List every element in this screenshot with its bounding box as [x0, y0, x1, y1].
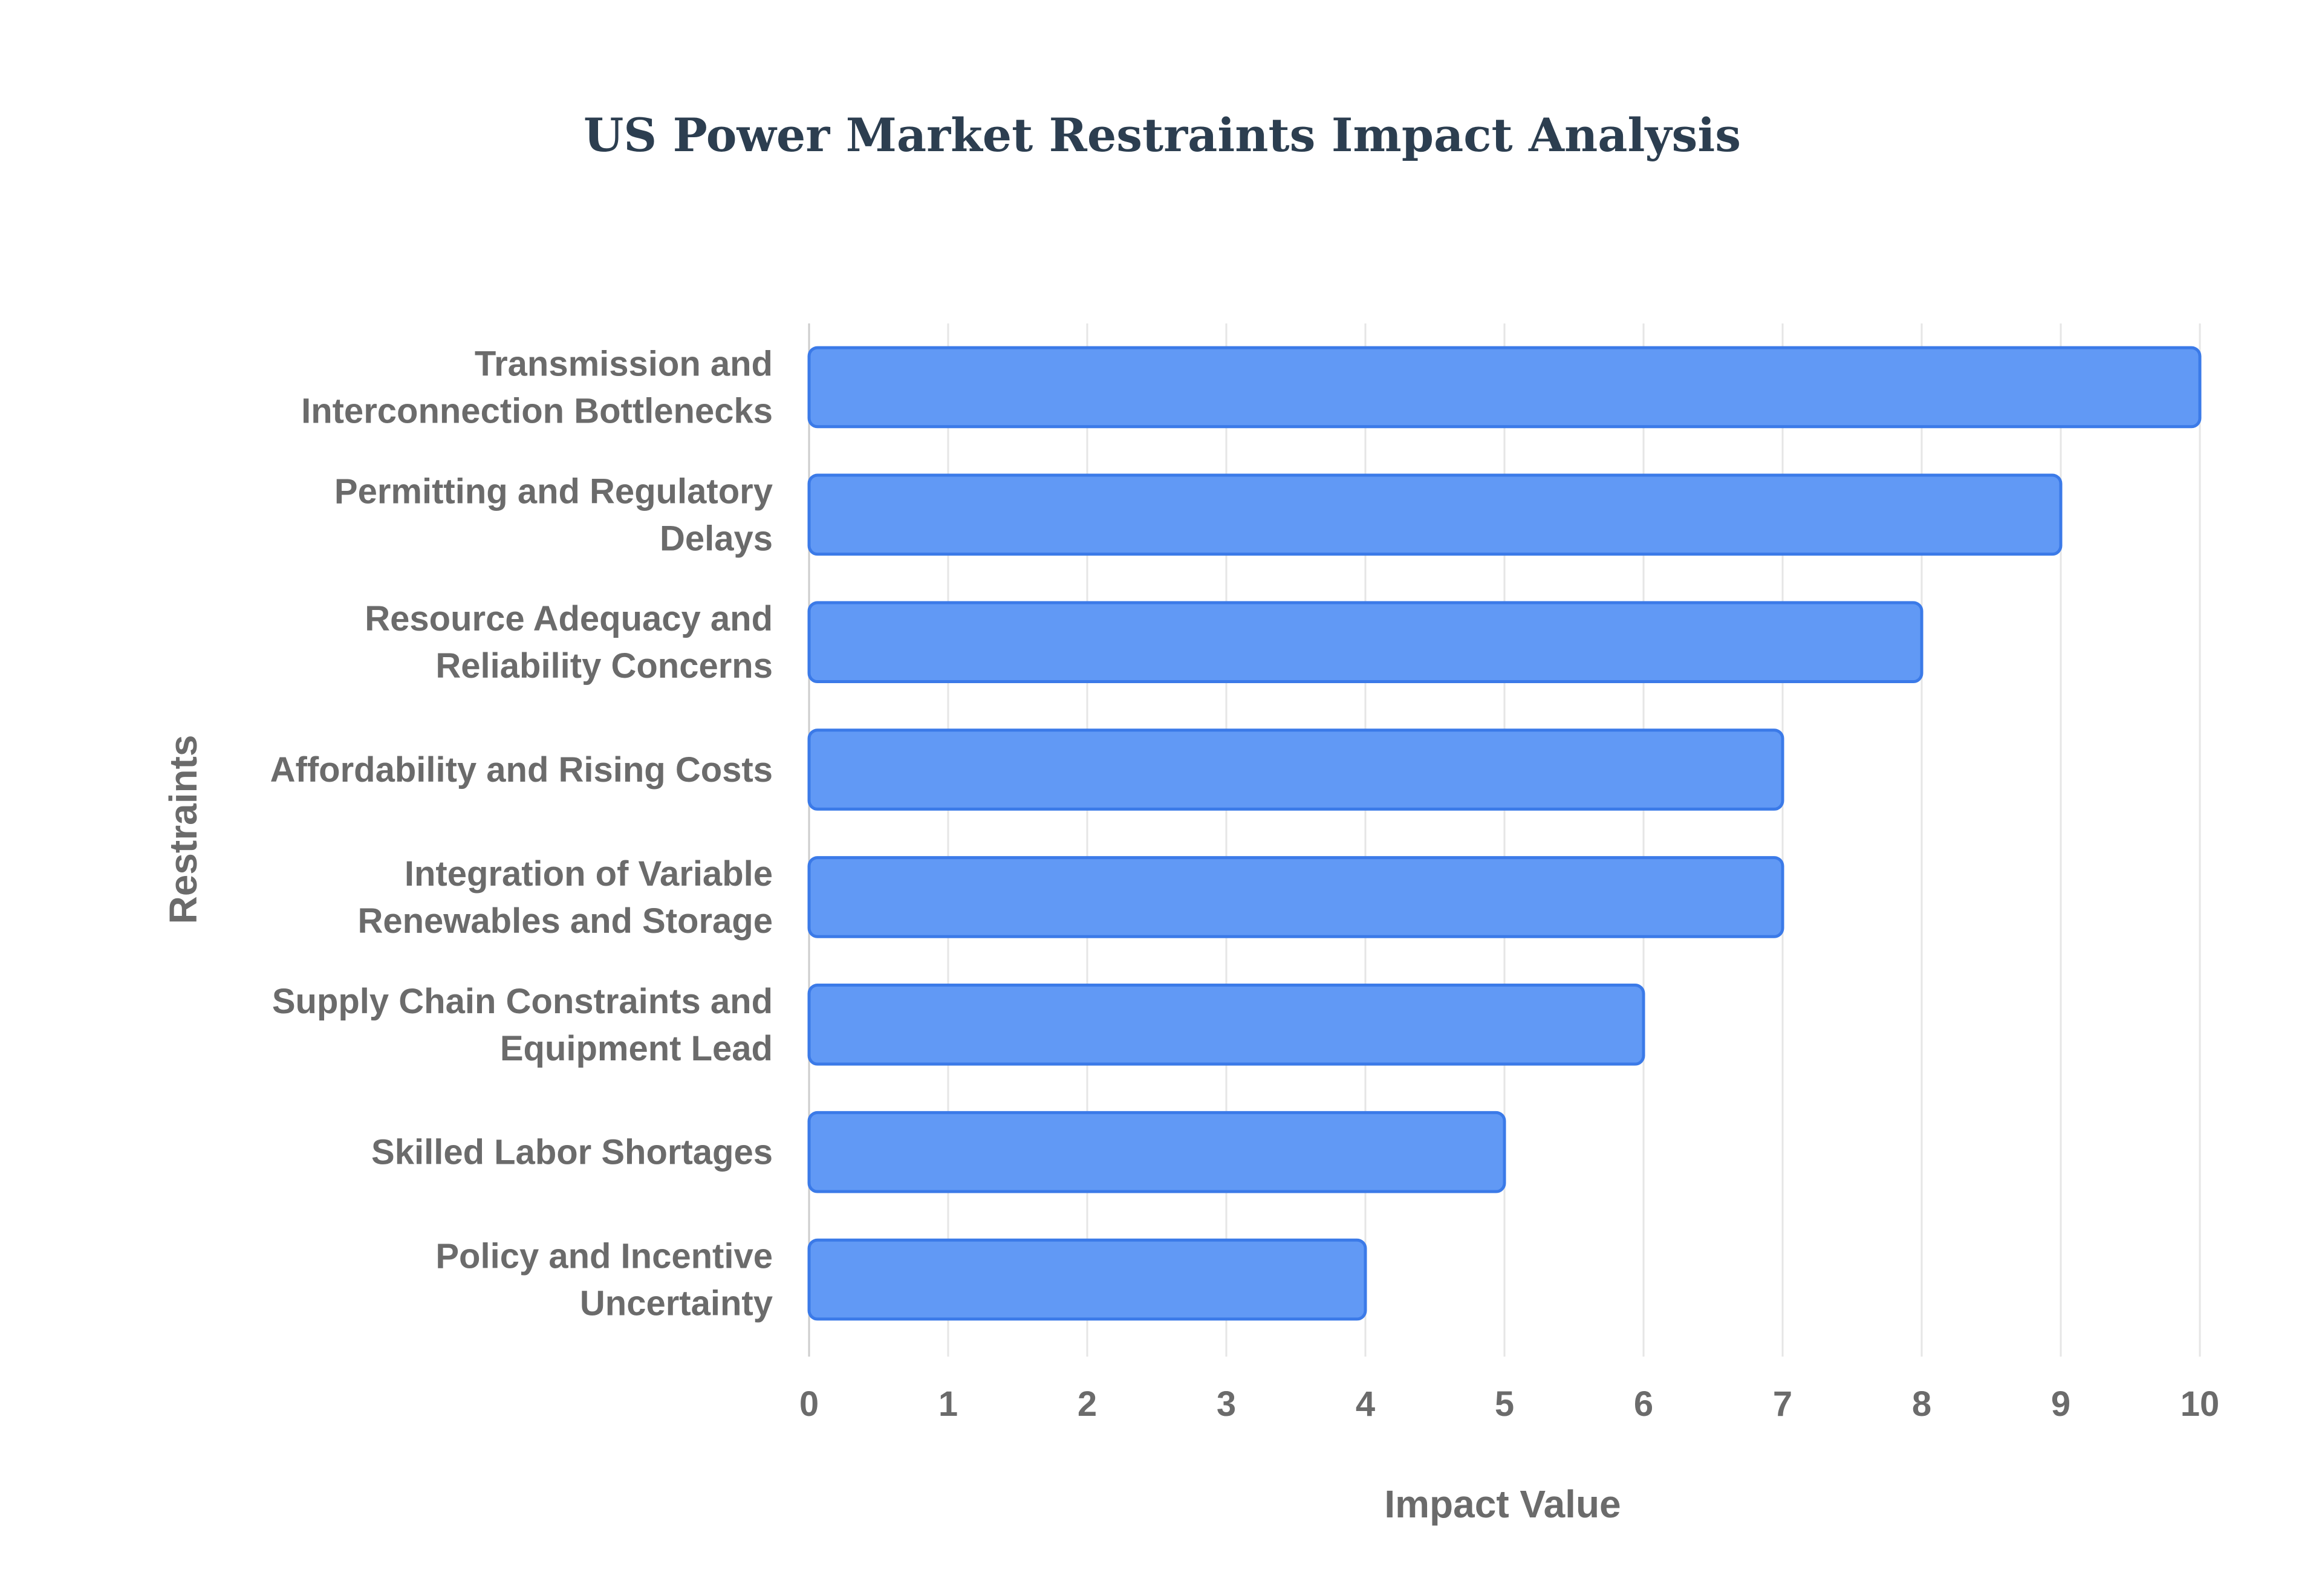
y-axis-title: Restraints	[161, 735, 205, 924]
x-tick-label: 9	[2051, 1384, 2070, 1424]
category-label: Transmission and Interconnection Bottlene…	[301, 344, 773, 430]
bar	[807, 728, 1784, 811]
x-tick-label: 4	[1356, 1384, 1375, 1424]
category-labels: Transmission and Interconnection Bottlene…	[270, 344, 773, 1323]
x-tick-label: 8	[1912, 1384, 1931, 1424]
category-label: Affordability and Rising Costs	[270, 750, 773, 790]
bars	[807, 346, 2202, 1321]
bar	[807, 1111, 1506, 1193]
bar	[807, 473, 2063, 556]
bar	[807, 1238, 1367, 1321]
x-tick-labels: 0 1 2 3 4 5 6 7 8 9 10	[799, 1384, 2219, 1424]
category-label: Policy and Incentive Uncertainty	[435, 1237, 773, 1323]
category-label: Resource Adequacy and Reliability Concern…	[365, 599, 773, 686]
x-tick-label: 3	[1217, 1384, 1236, 1424]
x-tick-label: 2	[1078, 1384, 1097, 1424]
bar	[807, 856, 1784, 938]
category-label: Supply Chain Constraints and Equipment Le…	[272, 982, 773, 1068]
x-tick-label: 1	[938, 1384, 958, 1424]
bar	[807, 346, 2202, 429]
category-label: Skilled Labor Shortages	[371, 1133, 773, 1172]
bar	[807, 601, 1924, 684]
chart-title: US Power Market Restraints Impact Analys…	[584, 108, 1741, 162]
category-label: Permitting and Regulatory Delays	[334, 472, 773, 558]
x-tick-label: 10	[2181, 1384, 2220, 1424]
x-tick-label: 7	[1773, 1384, 1792, 1424]
bar	[807, 983, 1645, 1066]
x-tick-label: 6	[1634, 1384, 1653, 1424]
x-tick-label: 5	[1495, 1384, 1514, 1424]
x-axis-title: Impact Value	[1384, 1482, 1621, 1526]
x-tick-label: 0	[799, 1384, 819, 1424]
category-label: Integration of Variable Renewables and St…	[357, 854, 773, 941]
